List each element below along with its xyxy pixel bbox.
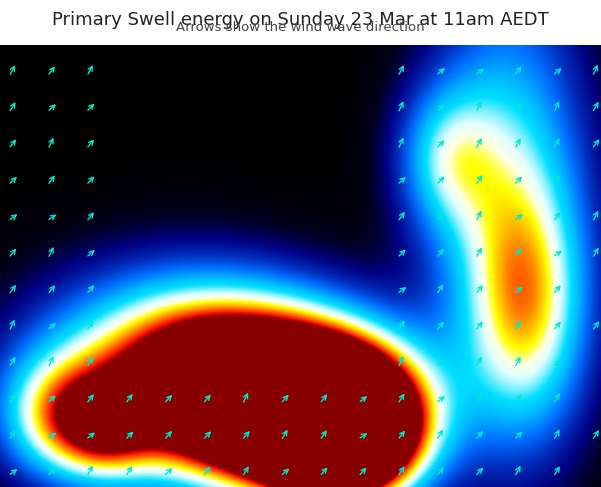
Text: Arrows show the wind wave direction: Arrows show the wind wave direction xyxy=(176,20,425,34)
Text: Primary Swell energy on Sunday 23 Mar at 11am AEDT: Primary Swell energy on Sunday 23 Mar at… xyxy=(52,11,549,29)
